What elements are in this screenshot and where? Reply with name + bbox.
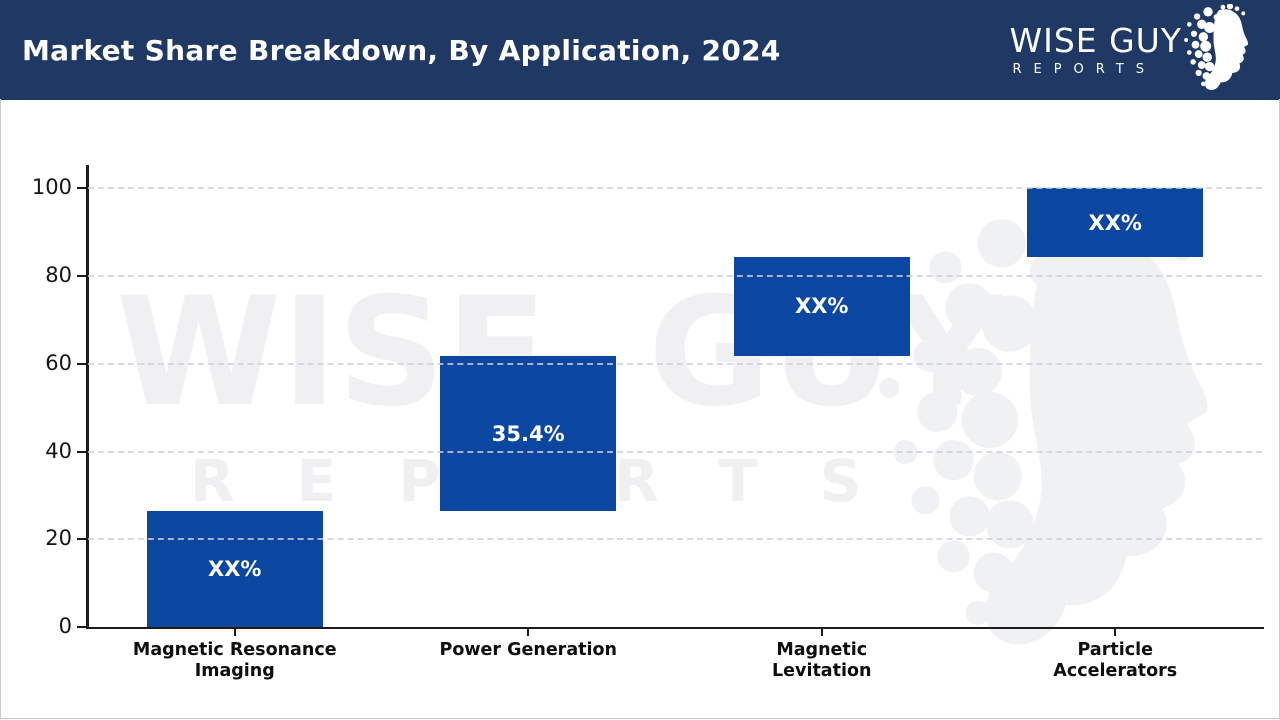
dot-head-profile-icon bbox=[1178, 4, 1260, 94]
x-tick bbox=[233, 629, 236, 636]
y-tick-label: 100 bbox=[31, 175, 72, 200]
category-label: Magnetic Levitation bbox=[672, 640, 972, 683]
y-tick bbox=[77, 538, 86, 541]
header-bar: Market Share Breakdown, By Application, … bbox=[0, 0, 1280, 100]
logo-wordmark: WISE GUY bbox=[1009, 20, 1182, 60]
gridline bbox=[88, 362, 1262, 365]
y-tick bbox=[77, 626, 86, 628]
x-tick bbox=[1114, 629, 1117, 636]
category-label: Magnetic Resonance Imaging bbox=[85, 640, 385, 683]
bar bbox=[440, 355, 617, 512]
logo-text: WISE GUY REPORTS bbox=[1009, 24, 1182, 77]
gridline bbox=[88, 275, 1262, 278]
gridline bbox=[88, 450, 1262, 453]
bar-value-label: XX% bbox=[795, 294, 849, 319]
category-label-line: Magnetic Resonance bbox=[132, 640, 337, 660]
y-tick-label: 40 bbox=[45, 438, 72, 463]
category-label-line: Levitation bbox=[772, 661, 872, 682]
logo-subtitle: REPORTS bbox=[1012, 61, 1157, 77]
bar-value-label: XX% bbox=[1088, 210, 1142, 235]
category-label-line: Imaging bbox=[194, 661, 275, 682]
bar bbox=[733, 256, 910, 356]
category-label-line: Accelerators bbox=[1053, 661, 1178, 682]
watermark-dot-head-icon bbox=[856, 203, 1260, 665]
gridline bbox=[88, 187, 1262, 190]
y-tick bbox=[77, 362, 86, 365]
y-tick-label: 80 bbox=[45, 263, 72, 288]
bar bbox=[1027, 188, 1204, 257]
y-tick bbox=[77, 187, 86, 190]
category-label-line: Power Generation bbox=[439, 640, 617, 660]
category-label-line: Magnetic bbox=[776, 640, 868, 660]
page-title: Market Share Breakdown, By Application, … bbox=[22, 33, 781, 67]
y-tick bbox=[77, 450, 86, 453]
y-tick-label: 60 bbox=[45, 350, 72, 375]
bar-value-label: 35.4% bbox=[491, 421, 565, 446]
category-label: Particle Accelerators bbox=[965, 640, 1265, 683]
y-tick-label: 0 bbox=[58, 614, 72, 638]
bar bbox=[146, 511, 323, 627]
category-label-line: Particle bbox=[1077, 640, 1153, 660]
y-tick-label: 20 bbox=[45, 526, 72, 551]
category-label: Power Generation bbox=[378, 640, 678, 661]
y-tick bbox=[77, 275, 86, 278]
gridline bbox=[88, 538, 1262, 541]
bar-value-label: XX% bbox=[208, 557, 262, 582]
wise-guy-reports-logo: WISE GUY REPORTS bbox=[1009, 6, 1260, 94]
x-tick bbox=[820, 629, 823, 636]
x-tick bbox=[527, 629, 530, 636]
x-axis-line bbox=[86, 626, 1264, 629]
y-axis-line bbox=[86, 165, 89, 629]
